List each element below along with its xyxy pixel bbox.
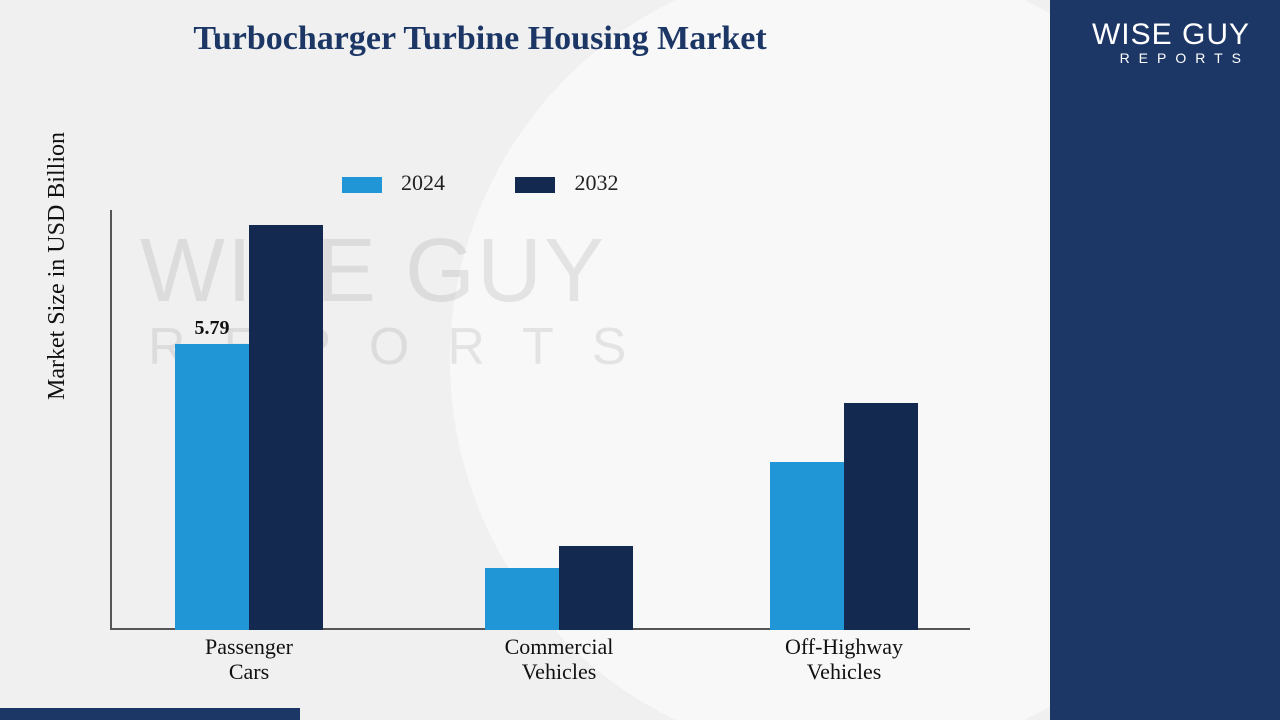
brand-logo: WISE GUY REPORTS [1092,18,1250,66]
logo-sub-text: REPORTS [1092,50,1250,66]
bar [559,546,633,630]
category-label: PassengerCars [149,634,349,685]
legend-item: 2024 [342,170,446,196]
legend: 2024 2032 [0,170,960,196]
category-label: CommercialVehicles [459,634,659,685]
bar [249,225,323,630]
stage: Turbocharger Turbine Housing Market WISE… [0,0,1280,720]
y-axis [110,210,112,630]
legend-item: 2032 [515,170,619,196]
footer-accent-bar [0,708,300,720]
bar [175,344,249,630]
bar [844,403,918,630]
bar-chart: 5.79 [110,210,970,630]
legend-swatch-2024 [342,177,382,193]
y-axis-label: Market Size in USD Billion [44,132,71,400]
logo-main-text: WISE GUY [1092,18,1250,52]
category-label: Off-HighwayVehicles [744,634,944,685]
right-band [1050,0,1280,720]
bar [770,462,844,630]
bar [485,568,559,630]
legend-label: 2032 [575,170,619,195]
page-title: Turbocharger Turbine Housing Market [0,20,960,58]
legend-label: 2024 [401,170,445,195]
legend-swatch-2032 [515,177,555,193]
bar-value-label: 5.79 [165,317,259,340]
